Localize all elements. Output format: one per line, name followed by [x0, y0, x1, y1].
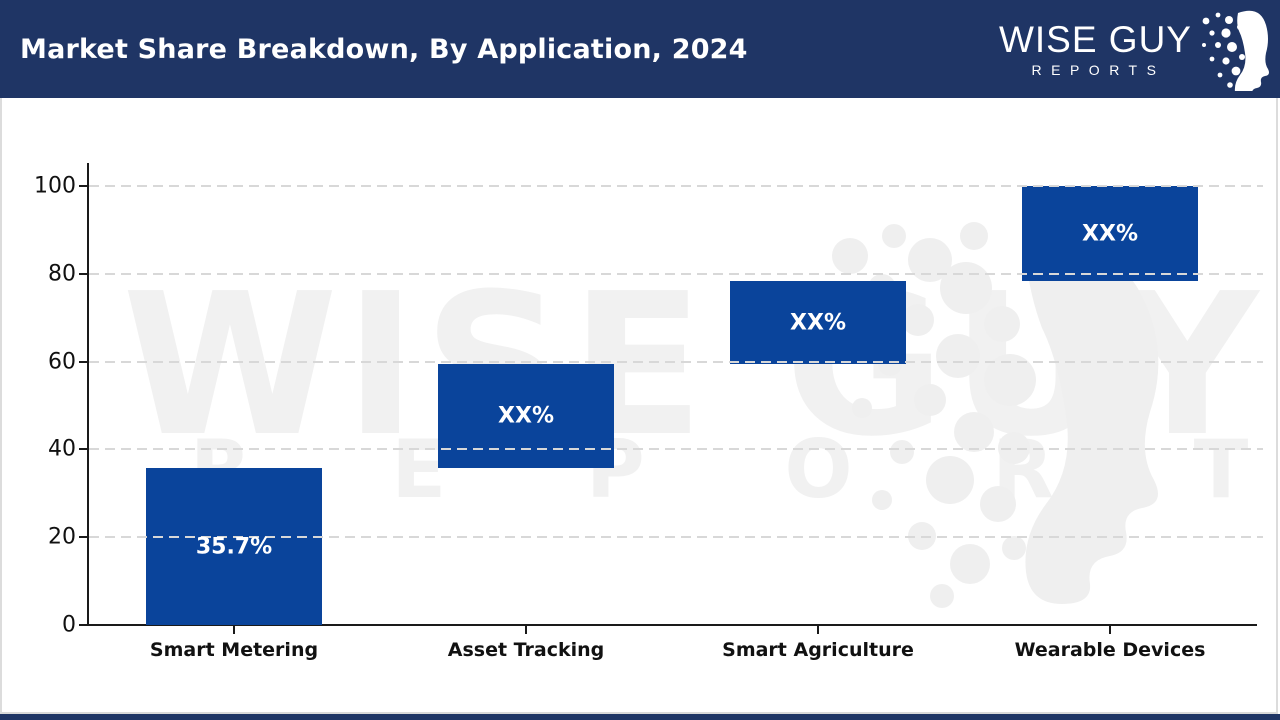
gridline	[89, 360, 1263, 363]
x-tick-mark	[817, 626, 819, 634]
y-tick-mark	[79, 360, 87, 363]
y-tick-mark	[79, 536, 87, 539]
x-tick-mark	[233, 626, 235, 634]
gridline	[89, 536, 1263, 539]
y-tick-label: 60	[48, 349, 76, 375]
y-tick-mark	[79, 624, 87, 626]
footer-accent-bar	[0, 714, 1280, 720]
logo-text: WISE GUY REPORTS	[999, 21, 1192, 77]
x-tick-label: Smart Agriculture	[722, 639, 914, 661]
bar-smart-agriculture	[730, 281, 906, 364]
wiseguy-logo: WISE GUY REPORTS	[999, 6, 1270, 92]
bar-value-label: XX%	[1082, 221, 1138, 247]
bar-value-label: XX%	[498, 403, 554, 429]
y-tick-label: 100	[34, 173, 76, 199]
x-tick-label: Asset Tracking	[447, 639, 605, 661]
y-tick-label: 0	[62, 612, 76, 638]
logo-head-icon	[1202, 10, 1269, 91]
y-tick-label: 40	[48, 436, 76, 462]
logo-subtext: REPORTS	[1031, 62, 1166, 78]
x-tick-mark	[1109, 626, 1111, 634]
header: Market Share Breakdown, By Application, …	[0, 0, 1280, 98]
y-tick-mark	[79, 185, 87, 187]
y-tick-label: 20	[48, 524, 76, 550]
x-tick-mark	[525, 626, 527, 634]
bar-value-label: 35.7%	[195, 534, 273, 560]
bar-value-label: XX%	[790, 310, 846, 336]
gridline	[89, 185, 1263, 187]
y-tick-label: 80	[48, 261, 76, 287]
watermark-head-icon	[832, 222, 1159, 608]
x-axis-line	[87, 624, 1257, 626]
x-tick-label: Wearable Devices	[1014, 639, 1206, 661]
bar-wearable-devices	[1022, 186, 1198, 282]
y-axis-line	[87, 163, 89, 626]
page-title: Market Share Breakdown, By Application, …	[20, 33, 748, 65]
y-tick-mark	[79, 272, 87, 275]
bar-asset-tracking	[438, 363, 614, 469]
gridline	[89, 448, 1263, 451]
x-tick-label: Smart Metering	[149, 639, 319, 661]
bar-smart-metering	[146, 468, 322, 625]
gridline	[89, 272, 1263, 275]
logo-wordmark: WISE GUY	[998, 19, 1192, 60]
y-tick-mark	[79, 448, 87, 451]
